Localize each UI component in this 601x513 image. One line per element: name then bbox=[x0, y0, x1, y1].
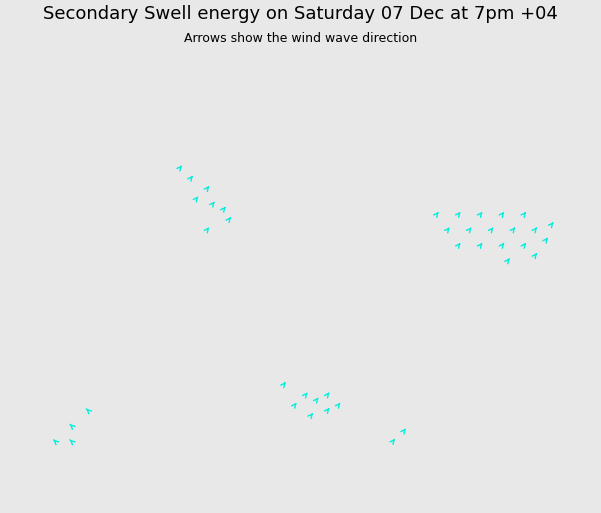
Text: Secondary Swell energy on Saturday 07 Dec at 7pm +04: Secondary Swell energy on Saturday 07 De… bbox=[43, 5, 558, 23]
Text: Arrows show the wind wave direction: Arrows show the wind wave direction bbox=[184, 32, 417, 46]
